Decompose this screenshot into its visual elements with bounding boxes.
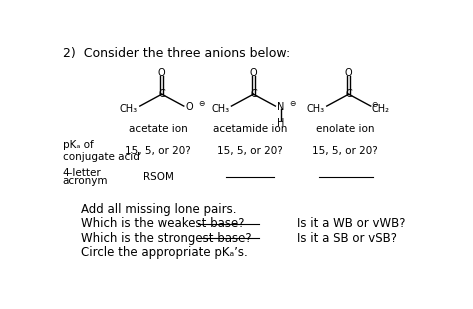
Text: C: C: [158, 89, 165, 99]
Text: Is it a SB or vSB?: Is it a SB or vSB?: [298, 232, 397, 245]
Text: 2)  Consider the three anions below:: 2) Consider the three anions below:: [63, 47, 290, 60]
Text: Is it a WB or vWB?: Is it a WB or vWB?: [298, 217, 406, 230]
Text: Circle the appropriate pKₐ’s.: Circle the appropriate pKₐ’s.: [81, 246, 248, 259]
Text: CH₃: CH₃: [307, 104, 325, 114]
Text: O: O: [158, 68, 166, 78]
Text: Which is the strongest base?: Which is the strongest base?: [81, 232, 252, 245]
Text: 4-letter: 4-letter: [63, 168, 102, 178]
Text: acronym: acronym: [63, 176, 108, 186]
Text: enolate ion: enolate ion: [316, 124, 374, 134]
Text: 15, 5, or 20?: 15, 5, or 20?: [217, 146, 283, 156]
Text: pKₐ of: pKₐ of: [63, 140, 94, 150]
Text: H: H: [277, 118, 285, 128]
Text: CH₃: CH₃: [211, 104, 229, 114]
Text: acetate ion: acetate ion: [129, 124, 187, 134]
Text: 15, 5, or 20?: 15, 5, or 20?: [312, 146, 378, 156]
Text: 15, 5, or 20?: 15, 5, or 20?: [125, 146, 191, 156]
Text: ⊖: ⊖: [371, 100, 377, 109]
Text: conjugate acid: conjugate acid: [63, 151, 140, 162]
Text: CH₃: CH₃: [120, 104, 138, 114]
Text: C: C: [250, 89, 257, 99]
Text: Which is the weakest base?: Which is the weakest base?: [81, 217, 245, 230]
Text: N: N: [277, 102, 285, 112]
Text: CH₂: CH₂: [372, 104, 390, 114]
Text: O: O: [250, 68, 257, 78]
Text: acetamide ion: acetamide ion: [212, 124, 287, 134]
Text: O: O: [185, 102, 193, 112]
Text: RSOM: RSOM: [143, 172, 174, 182]
Text: O: O: [345, 68, 352, 78]
Text: C: C: [345, 89, 352, 99]
Text: ⊖: ⊖: [289, 99, 296, 108]
Text: Add all missing lone pairs.: Add all missing lone pairs.: [81, 203, 236, 216]
Text: ⊖: ⊖: [198, 99, 204, 108]
